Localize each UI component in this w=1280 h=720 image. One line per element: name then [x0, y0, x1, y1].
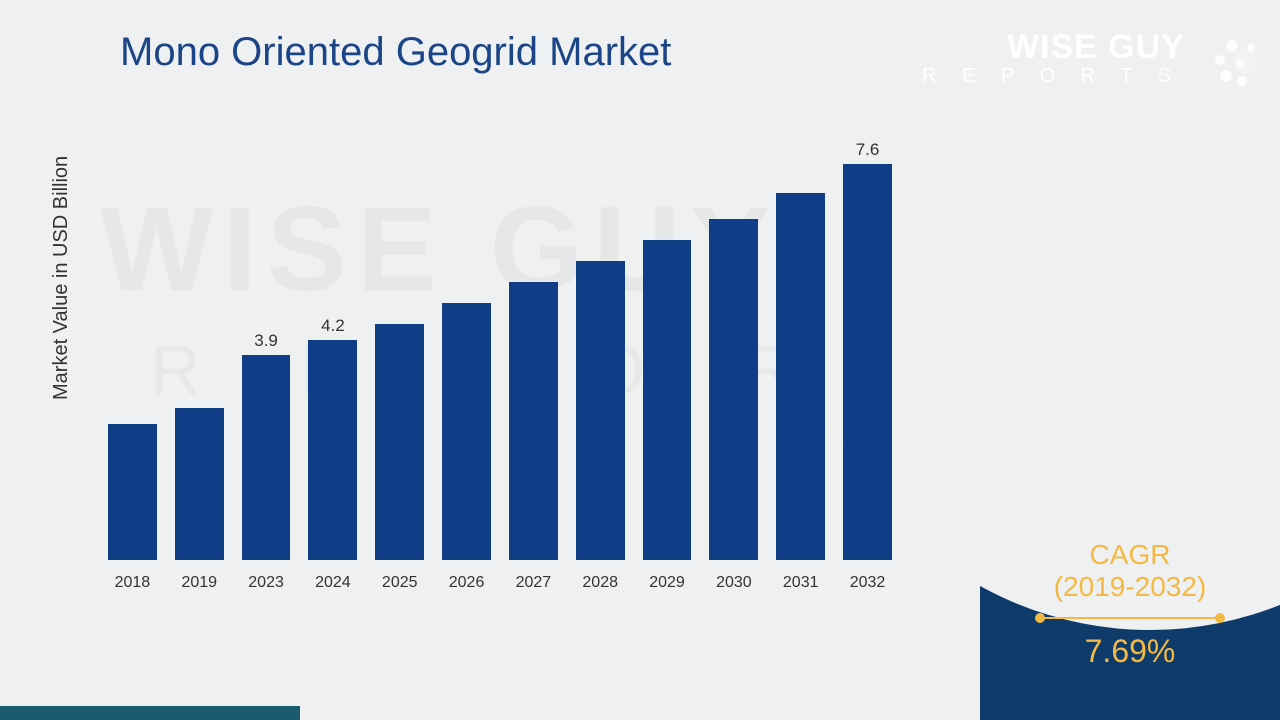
bar	[242, 355, 291, 560]
bar-2024: 4.2	[308, 140, 357, 560]
bar-2018	[108, 140, 157, 560]
bar-value-label: 7.6	[856, 140, 880, 160]
logo-line-1: WISE GUY	[922, 30, 1185, 64]
bar	[308, 340, 357, 561]
x-tick-label: 2030	[709, 574, 758, 592]
x-tick-label: 2024	[308, 574, 357, 592]
bar-2029	[643, 140, 692, 560]
bar	[776, 193, 825, 561]
bar-2025	[375, 140, 424, 560]
x-tick-label: 2028	[576, 574, 625, 592]
bar-2027	[509, 140, 558, 560]
x-tick-label: 2023	[242, 574, 291, 592]
cagr-label: CAGR	[1020, 539, 1240, 571]
chart-x-axis-labels: 2018 2019 2023 2024 2025 2026 2027 2028 2029 2030…	[100, 574, 900, 592]
bar-2026	[442, 140, 491, 560]
cagr-value: 7.69%	[1020, 633, 1240, 670]
cagr-divider	[1040, 617, 1220, 619]
bottom-accent-bar	[0, 706, 300, 720]
x-tick-label: 2018	[108, 574, 157, 592]
bar	[709, 219, 758, 560]
x-tick-label: 2019	[175, 574, 224, 592]
bar	[108, 424, 157, 561]
x-tick-label: 2032	[843, 574, 892, 592]
chart-title: Mono Oriented Geogrid Market	[120, 30, 671, 75]
x-tick-label: 2029	[643, 574, 692, 592]
bar-2031	[776, 140, 825, 560]
market-chart-card: WISE GUY R E P O R T S Mono Oriented Geo…	[0, 0, 1280, 720]
x-tick-label: 2025	[375, 574, 424, 592]
bar	[442, 303, 491, 560]
cagr-summary: CAGR (2019-2032) 7.69%	[1020, 539, 1240, 670]
bar	[175, 408, 224, 560]
bar-chart: Market Value in USD Billion 3.94.27.6 20…	[60, 140, 900, 620]
brand-logo: WISE GUY R E P O R T S	[922, 30, 1185, 86]
chart-plot-area: 3.9 4.2 7.6	[100, 140, 900, 560]
bar-2028	[576, 140, 625, 560]
bar	[576, 261, 625, 560]
x-tick-label: 2026	[442, 574, 491, 592]
bar-value-label: 3.9	[254, 331, 278, 351]
cagr-range: (2019-2032)	[1020, 571, 1240, 603]
bar-2023: 3.9	[242, 140, 291, 560]
bar-2019	[175, 140, 224, 560]
x-tick-label: 2027	[509, 574, 558, 592]
logo-face-icon	[1196, 26, 1266, 96]
bar-2032: 7.6	[843, 140, 892, 560]
bar	[843, 164, 892, 560]
bar	[509, 282, 558, 560]
x-tick-label: 2031	[776, 574, 825, 592]
chart-y-axis-label: Market Value in USD Billion	[50, 156, 73, 400]
bar	[643, 240, 692, 560]
bar	[375, 324, 424, 560]
bar-value-label: 4.2	[321, 316, 345, 336]
logo-line-2: R E P O R T S	[922, 66, 1181, 86]
bar-2030	[709, 140, 758, 560]
